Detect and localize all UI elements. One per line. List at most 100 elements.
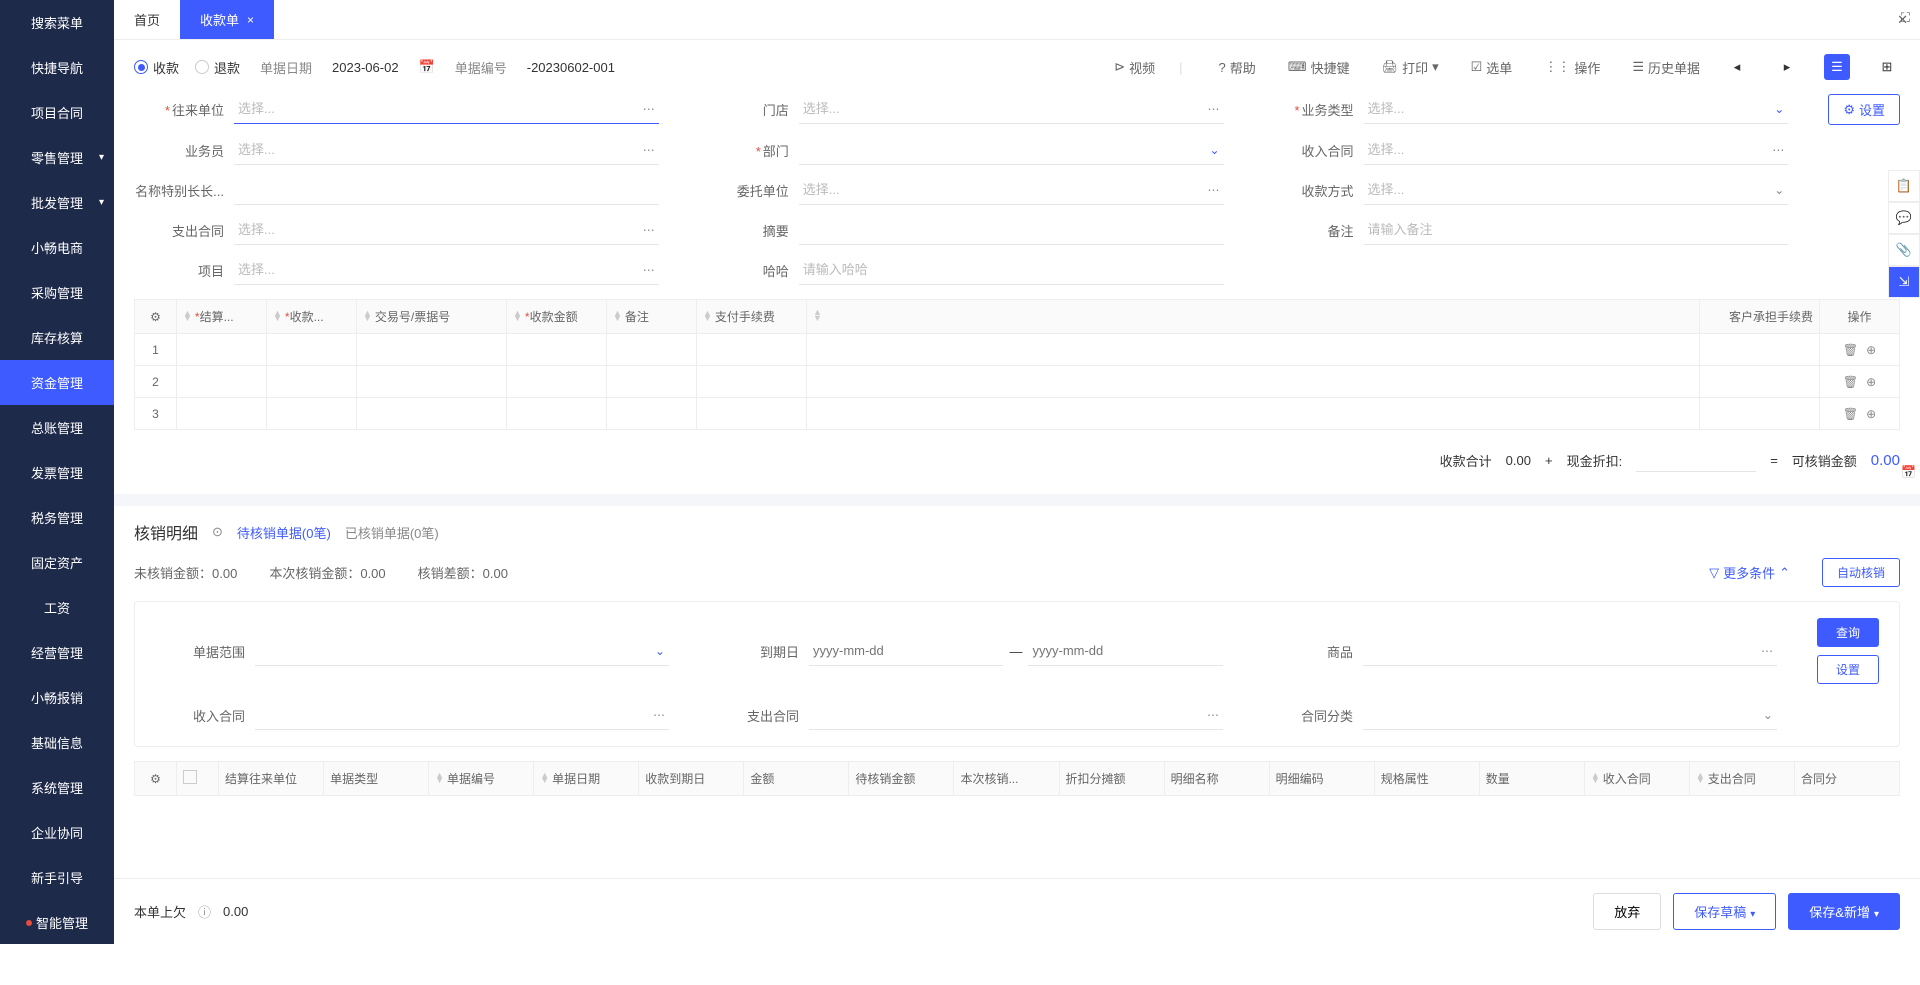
sidebar-item-15[interactable]: 小畅报销 — [0, 675, 114, 720]
sidebar-item-9[interactable]: 总账管理 — [0, 405, 114, 450]
t2-col-0[interactable]: 结算往来单位 — [219, 762, 324, 796]
chevron-down-icon[interactable]: ⌄ — [1774, 183, 1784, 197]
chevron-down-icon[interactable]: ⌄ — [1209, 143, 1219, 157]
tab-close-icon[interactable]: × — [247, 13, 254, 27]
t2-col-5[interactable]: 金额 — [744, 762, 849, 796]
t2-col-6[interactable]: 待核销金额 — [849, 762, 954, 796]
auto-writeoff-button[interactable]: 自动核销 — [1822, 558, 1900, 587]
col-amount[interactable]: ▲▼*收款金额 — [507, 300, 607, 334]
add-icon[interactable]: ⊕ — [1866, 375, 1876, 389]
haha-input[interactable] — [799, 255, 1224, 285]
col-gear[interactable]: ⚙ — [135, 300, 177, 334]
settings-button[interactable]: ⚙设置 — [1828, 94, 1900, 125]
save-draft-button[interactable]: 保存草稿▾ — [1673, 893, 1776, 930]
col-gear[interactable]: ⚙ — [135, 762, 177, 796]
project-input[interactable] — [234, 255, 659, 285]
t2-col-3[interactable]: ▲▼单据日期 — [534, 762, 639, 796]
sidebar-item-18[interactable]: 企业协同 — [0, 810, 114, 855]
sidebar-item-17[interactable]: 系统管理 — [0, 765, 114, 810]
sidebar-item-2[interactable]: 项目合同 — [0, 90, 114, 135]
more-icon[interactable]: ⋯ — [643, 223, 655, 237]
tb-print[interactable]: 🖨打印▾ — [1382, 58, 1439, 77]
more-icon[interactable]: ⋯ — [1772, 143, 1784, 157]
more-icon[interactable]: ⋯ — [643, 263, 655, 277]
sidebar-item-20[interactable]: 智能管理 — [0, 900, 114, 945]
goods-input[interactable] — [1363, 636, 1777, 666]
sidebar-item-14[interactable]: 经营管理 — [0, 630, 114, 675]
sidebar-item-13[interactable]: 工资 — [0, 585, 114, 630]
col-custfee[interactable]: 客户承担手续费 — [1700, 300, 1820, 334]
tb-shortcut[interactable]: ⌨快捷键 — [1288, 58, 1350, 77]
tb-history[interactable]: ☰历史单据 — [1632, 58, 1700, 77]
float-icon-1[interactable]: 📋 — [1888, 170, 1920, 202]
t2-col-11[interactable]: 规格属性 — [1374, 762, 1479, 796]
sidebar-item-7[interactable]: 库存核算 — [0, 315, 114, 360]
biztype-input[interactable] — [1364, 94, 1789, 124]
tab-receipt[interactable]: 收款单 × — [180, 0, 274, 39]
float-icon-4[interactable]: ⇲ — [1888, 266, 1920, 298]
sidebar-item-5[interactable]: 小畅电商 — [0, 225, 114, 270]
f-contract-type-input[interactable] — [1363, 700, 1777, 730]
tb-select[interactable]: ☑选单 — [1471, 58, 1513, 77]
tb-layout-2[interactable]: ⊞ — [1874, 54, 1900, 80]
t2-col-13[interactable]: ▲▼收入合同 — [1584, 762, 1689, 796]
discount-input[interactable] — [1636, 448, 1756, 472]
tb-video[interactable]: ⊳视频 — [1114, 58, 1155, 77]
tb-prev[interactable]: ◂ — [1724, 54, 1750, 80]
chevron-down-icon[interactable]: ⌄ — [1763, 708, 1773, 722]
sidebar-item-19[interactable]: 新手引导 — [0, 855, 114, 900]
chevron-down-icon[interactable]: ⌄ — [1774, 102, 1784, 116]
salesman-input[interactable] — [234, 135, 659, 165]
query-button[interactable]: 查询 — [1817, 618, 1879, 647]
date-to-input[interactable] — [1028, 636, 1223, 666]
col-settle[interactable]: ▲▼*结算... — [177, 300, 267, 334]
sidebar-item-6[interactable]: 采购管理 — [0, 270, 114, 315]
date-from-input[interactable] — [809, 636, 1004, 666]
t2-col-4[interactable]: 收款到期日 — [639, 762, 744, 796]
fullscreen-icon[interactable]: ⛶ — [1901, 10, 1910, 26]
summary-input[interactable] — [799, 215, 1224, 245]
radio-receive[interactable]: 收款 — [134, 58, 179, 77]
remark-input[interactable] — [1364, 215, 1789, 245]
table-row[interactable]: 1🗑⊕ — [135, 334, 1900, 366]
income-contract-input[interactable] — [1364, 135, 1789, 165]
tb-operate[interactable]: ⋮⋮操作 — [1544, 58, 1600, 77]
add-icon[interactable]: ⊕ — [1866, 407, 1876, 421]
calendar-icon[interactable]: 📅 — [419, 59, 435, 75]
add-icon[interactable]: ⊕ — [1866, 343, 1876, 357]
sidebar-item-11[interactable]: 税务管理 — [0, 495, 114, 540]
sidebar-settings-icon[interactable]: ⚙ — [0, 945, 114, 985]
col-blank[interactable]: ▲▼ — [807, 300, 1700, 334]
pay-method-input[interactable] — [1364, 175, 1789, 205]
table-row[interactable]: 2🗑⊕ — [135, 366, 1900, 398]
dept-input[interactable] — [799, 135, 1224, 165]
delete-icon[interactable]: 🗑 — [1843, 375, 1858, 389]
collapse-icon[interactable]: ⊙ — [212, 524, 223, 540]
delete-icon[interactable]: 🗑 — [1843, 407, 1858, 421]
chevron-down-icon[interactable]: ⌄ — [655, 644, 665, 658]
more-icon[interactable]: ⋯ — [643, 143, 655, 157]
store-input[interactable] — [799, 94, 1224, 124]
sidebar-item-4[interactable]: 批发管理▾ — [0, 180, 114, 225]
col-fee[interactable]: ▲▼支付手续费 — [697, 300, 807, 334]
t2-col-1[interactable]: 单据类型 — [324, 762, 429, 796]
col-check[interactable] — [177, 762, 219, 796]
more-conditions[interactable]: ▽更多条件⌃ — [1709, 563, 1790, 582]
delete-icon[interactable]: 🗑 — [1843, 343, 1858, 357]
sidebar-item-10[interactable]: 发票管理 — [0, 450, 114, 495]
t2-col-12[interactable]: 数量 — [1479, 762, 1584, 796]
t2-col-7[interactable]: 本次核销... — [954, 762, 1059, 796]
unit-input[interactable] — [234, 94, 659, 124]
save-new-button[interactable]: 保存&新增▾ — [1788, 893, 1900, 930]
col-receive[interactable]: ▲▼*收款... — [267, 300, 357, 334]
tab-home[interactable]: 首页 — [114, 0, 180, 39]
sidebar-item-8[interactable]: 资金管理 — [0, 360, 114, 405]
filter-settings-button[interactable]: 设置 — [1817, 655, 1879, 684]
f-income-contract-input[interactable] — [255, 700, 669, 730]
t2-col-14[interactable]: ▲▼支出合同 — [1689, 762, 1794, 796]
balance-help-icon[interactable]: ⓘ — [198, 902, 211, 921]
float-icon-3[interactable]: 📎 — [1888, 234, 1920, 266]
sidebar-item-12[interactable]: 固定资产 — [0, 540, 114, 585]
more-icon[interactable]: ⋯ — [1208, 183, 1220, 197]
sidebar-item-1[interactable]: 快捷导航 — [0, 45, 114, 90]
